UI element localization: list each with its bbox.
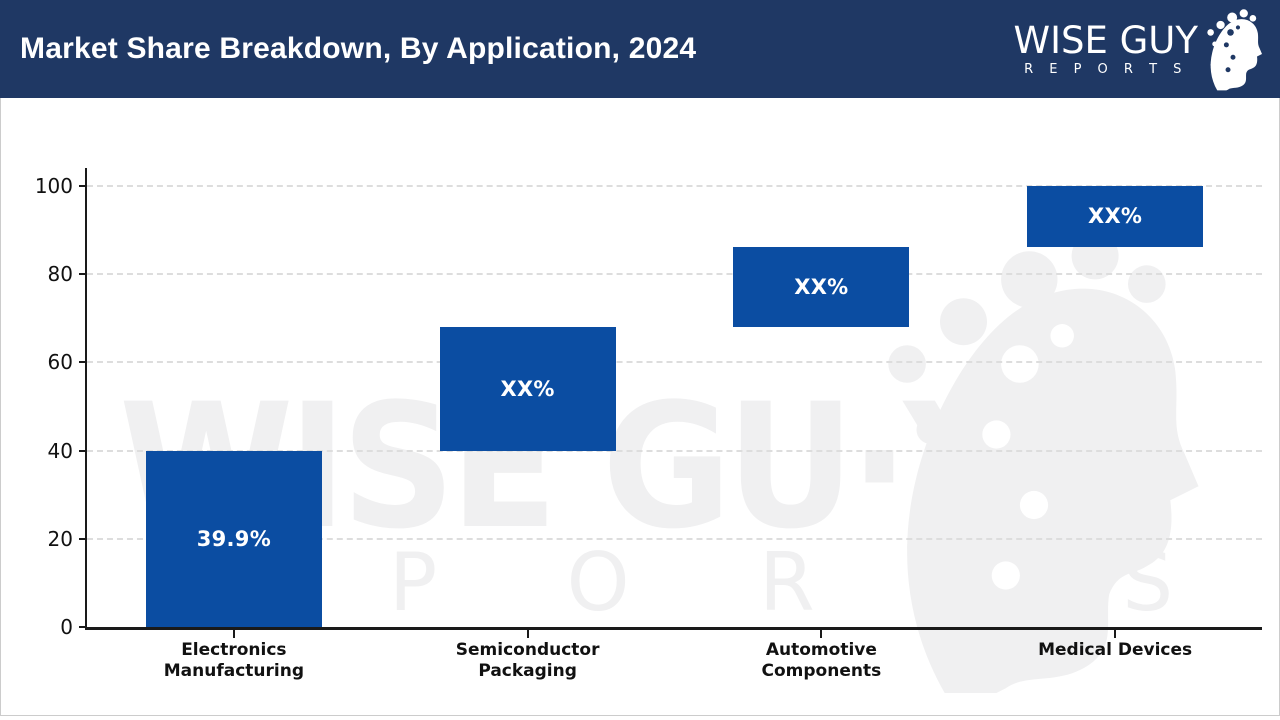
brand-logo-text: WISE GUY R E P O R T S bbox=[1014, 22, 1198, 77]
y-tick-label: 20 bbox=[47, 526, 73, 551]
x-tick-mark bbox=[526, 630, 529, 638]
bar-segment: XX% bbox=[1027, 186, 1204, 247]
bar-value-label: XX% bbox=[500, 377, 555, 402]
x-tick-mark bbox=[820, 630, 823, 638]
brand-subtitle: R E P O R T S bbox=[1024, 61, 1188, 77]
page-title: Market Share Breakdown, By Application, … bbox=[20, 32, 697, 65]
x-tick-label: Electronics Manufacturing bbox=[163, 640, 304, 682]
x-tick-mark bbox=[1114, 630, 1117, 638]
y-gridline bbox=[87, 185, 1262, 187]
y-axis-spine bbox=[85, 168, 87, 629]
brand-logo: WISE GUY R E P O R T S bbox=[1014, 7, 1262, 91]
y-tick-mark bbox=[79, 537, 87, 540]
bar-segment: XX% bbox=[733, 246, 910, 328]
logo-head-icon bbox=[1207, 9, 1262, 91]
y-tick-mark bbox=[79, 626, 87, 628]
y-tick-label: 40 bbox=[47, 438, 73, 463]
x-tick-label: Medical Devices bbox=[1038, 640, 1193, 660]
y-tick-mark bbox=[79, 361, 87, 364]
brand-name: WISE GUY bbox=[1013, 18, 1198, 62]
y-tick-label: 80 bbox=[47, 262, 73, 287]
bar-value-label: XX% bbox=[794, 274, 849, 299]
y-gridline bbox=[87, 537, 1262, 540]
y-tick-label: 100 bbox=[34, 174, 73, 198]
bar-value-label: XX% bbox=[1087, 204, 1143, 229]
bar-segment: 39.9% bbox=[145, 451, 322, 627]
bar-segment: XX% bbox=[439, 327, 616, 452]
bar-value-label: 39.9% bbox=[196, 527, 272, 551]
y-tick-label: 0 bbox=[60, 615, 73, 639]
x-tick-mark bbox=[232, 630, 235, 638]
y-gridline bbox=[87, 273, 1262, 276]
y-tick-mark bbox=[79, 449, 87, 452]
watermark-head-icon bbox=[888, 232, 1199, 693]
y-tick-label: 60 bbox=[47, 350, 73, 375]
x-axis-spine bbox=[85, 627, 1262, 630]
y-tick-mark bbox=[79, 185, 87, 187]
y-tick-mark bbox=[79, 273, 87, 276]
y-gridline bbox=[87, 361, 1262, 364]
x-tick-label: Automotive Components bbox=[761, 640, 882, 682]
x-tick-label: Semiconductor Packaging bbox=[455, 640, 600, 682]
header-bar: Market Share Breakdown, By Application, … bbox=[0, 0, 1280, 98]
y-gridline bbox=[87, 449, 1262, 452]
